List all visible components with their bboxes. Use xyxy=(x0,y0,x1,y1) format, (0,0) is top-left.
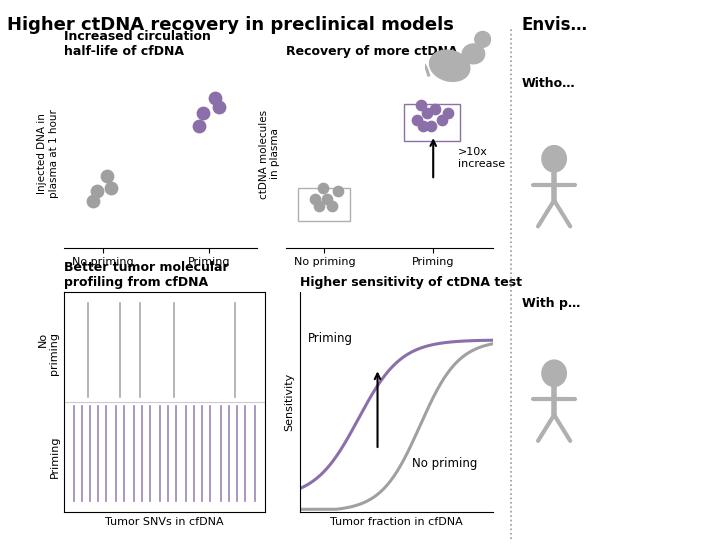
Text: Increased circulation
half-life of cfDNA: Increased circulation half-life of cfDNA xyxy=(64,30,211,58)
Text: >10x
increase: >10x increase xyxy=(458,147,506,168)
Point xyxy=(105,183,117,192)
Text: With p…: With p… xyxy=(522,297,581,310)
Text: Priming: Priming xyxy=(308,332,353,345)
Point xyxy=(442,108,453,117)
Point xyxy=(310,195,321,204)
Text: Witho…: Witho… xyxy=(522,77,576,90)
Ellipse shape xyxy=(462,44,485,64)
X-axis label: Tumor SNVs in cfDNA: Tumor SNVs in cfDNA xyxy=(105,517,224,527)
Point xyxy=(313,202,325,211)
Y-axis label: Sensitivity: Sensitivity xyxy=(285,372,295,431)
Point xyxy=(425,122,437,130)
Point xyxy=(411,116,423,125)
Point xyxy=(194,122,205,130)
Point xyxy=(326,202,337,211)
Point xyxy=(322,195,333,204)
Point xyxy=(101,172,112,181)
Point xyxy=(421,108,433,117)
X-axis label: Tumor fraction in cfDNA: Tumor fraction in cfDNA xyxy=(330,517,463,527)
Circle shape xyxy=(542,360,566,387)
Circle shape xyxy=(475,31,490,47)
Text: No priming: No priming xyxy=(413,458,478,470)
Y-axis label: Injected DNA in
plasma at 1 hour: Injected DNA in plasma at 1 hour xyxy=(37,109,59,199)
Text: Higher sensitivity of ctDNA test: Higher sensitivity of ctDNA test xyxy=(300,276,522,289)
Y-axis label: ctDNA molecules
in plasma: ctDNA molecules in plasma xyxy=(259,109,280,199)
Point xyxy=(209,94,221,102)
Point xyxy=(87,196,99,205)
Point xyxy=(415,101,426,110)
Text: Envis…: Envis… xyxy=(522,16,588,35)
Point xyxy=(430,104,441,113)
Point xyxy=(197,108,209,117)
Point xyxy=(417,122,428,130)
Ellipse shape xyxy=(430,50,470,81)
Text: Higher ctDNA recovery in preclinical models: Higher ctDNA recovery in preclinical mod… xyxy=(7,16,454,35)
Circle shape xyxy=(542,146,566,172)
Text: Recovery of more ctDNA: Recovery of more ctDNA xyxy=(286,45,458,58)
Text: Better tumor molecular
profiling from cfDNA: Better tumor molecular profiling from cf… xyxy=(64,261,229,289)
Point xyxy=(332,187,343,196)
Point xyxy=(213,103,225,112)
Point xyxy=(435,116,448,125)
Point xyxy=(317,183,329,192)
Point xyxy=(92,187,103,196)
